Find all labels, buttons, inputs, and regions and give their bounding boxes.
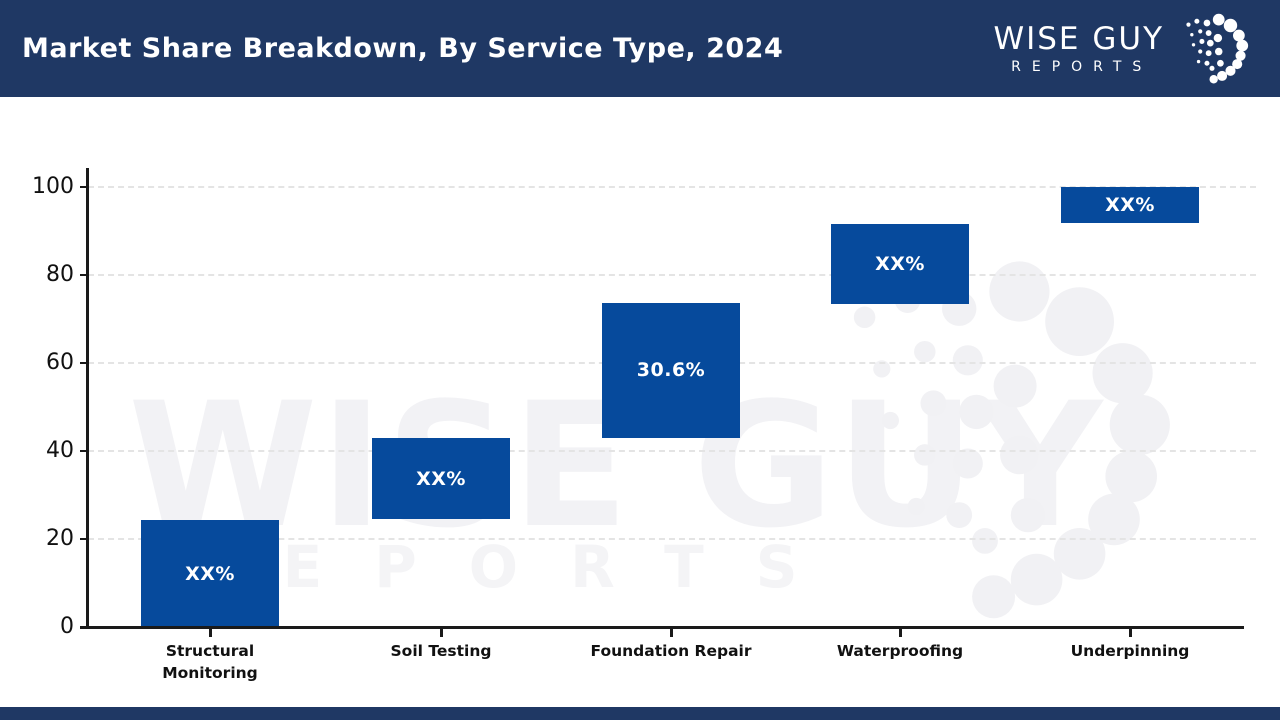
- x-category-label-foundation-repair: Foundation Repair: [561, 641, 781, 663]
- x-category-label-line: Structural: [165, 642, 255, 660]
- gridline-40: [88, 449, 1256, 452]
- x-axis-tick: [440, 629, 443, 637]
- logo-text: WISE GUY REPORTS: [993, 20, 1164, 75]
- bar-value-label: XX%: [1105, 193, 1155, 216]
- y-axis-tick: [80, 626, 88, 629]
- y-axis-line: [86, 168, 89, 629]
- x-axis-tick: [670, 629, 673, 637]
- x-axis-tick: [1129, 629, 1132, 637]
- footer-bar: [0, 707, 1280, 720]
- header-bar: Market Share Breakdown, By Service Type,…: [0, 0, 1280, 97]
- logo-wordmark: WISE GUY: [993, 20, 1164, 57]
- x-axis-tick: [209, 629, 212, 637]
- bar-value-label: XX%: [875, 253, 925, 276]
- bar-value-label: XX%: [185, 562, 235, 585]
- bar-value-label: 30.6%: [636, 359, 706, 382]
- page-title: Market Share Breakdown, By Service Type,…: [22, 33, 784, 64]
- bar-soil-testing: XX%: [372, 438, 510, 520]
- x-category-label-line: Underpinning: [1070, 642, 1190, 660]
- y-tick-label: 20: [46, 525, 74, 551]
- y-axis-tick: [80, 185, 88, 188]
- y-tick-label: 100: [32, 173, 74, 199]
- x-category-label-line: Waterproofing: [836, 642, 964, 660]
- y-axis-tick: [80, 449, 88, 453]
- y-axis-tick: [80, 273, 88, 277]
- bar-underpinning: XX%: [1061, 187, 1199, 223]
- bar-foundation-repair: 30.6%: [602, 302, 740, 438]
- bar-waterproofing: XX%: [831, 223, 969, 305]
- x-axis-line: [86, 626, 1244, 629]
- y-axis-tick: [80, 361, 88, 365]
- x-axis-tick: [899, 629, 902, 637]
- y-tick-label: 80: [46, 261, 74, 287]
- x-category-label-waterproofing: Waterproofing: [790, 641, 1010, 663]
- x-category-label-underpinning: Underpinning: [1020, 641, 1240, 663]
- bar-structural-monitoring: XX%: [141, 520, 279, 627]
- x-category-label-line: Foundation Repair: [590, 642, 752, 660]
- gridline-80: [88, 273, 1256, 276]
- wise-guy-reports-logo: WISE GUY REPORTS: [993, 7, 1280, 91]
- y-tick-label: 60: [46, 349, 74, 375]
- x-category-label-line: Soil Testing: [390, 642, 492, 660]
- bar-value-label: XX%: [416, 467, 466, 490]
- x-category-label-line: Monitoring: [162, 663, 258, 682]
- y-tick-label: 40: [46, 437, 74, 463]
- y-axis-tick: [80, 537, 88, 541]
- y-tick-label: 0: [60, 614, 74, 639]
- x-category-label-soil-testing: Soil Testing: [331, 641, 551, 663]
- gridline-20: [88, 537, 1256, 540]
- gridline-100: [88, 185, 1256, 188]
- x-category-label-structural-monitoring: Structural Monitoring: [100, 641, 320, 684]
- logo-subtitle: REPORTS: [1011, 58, 1153, 75]
